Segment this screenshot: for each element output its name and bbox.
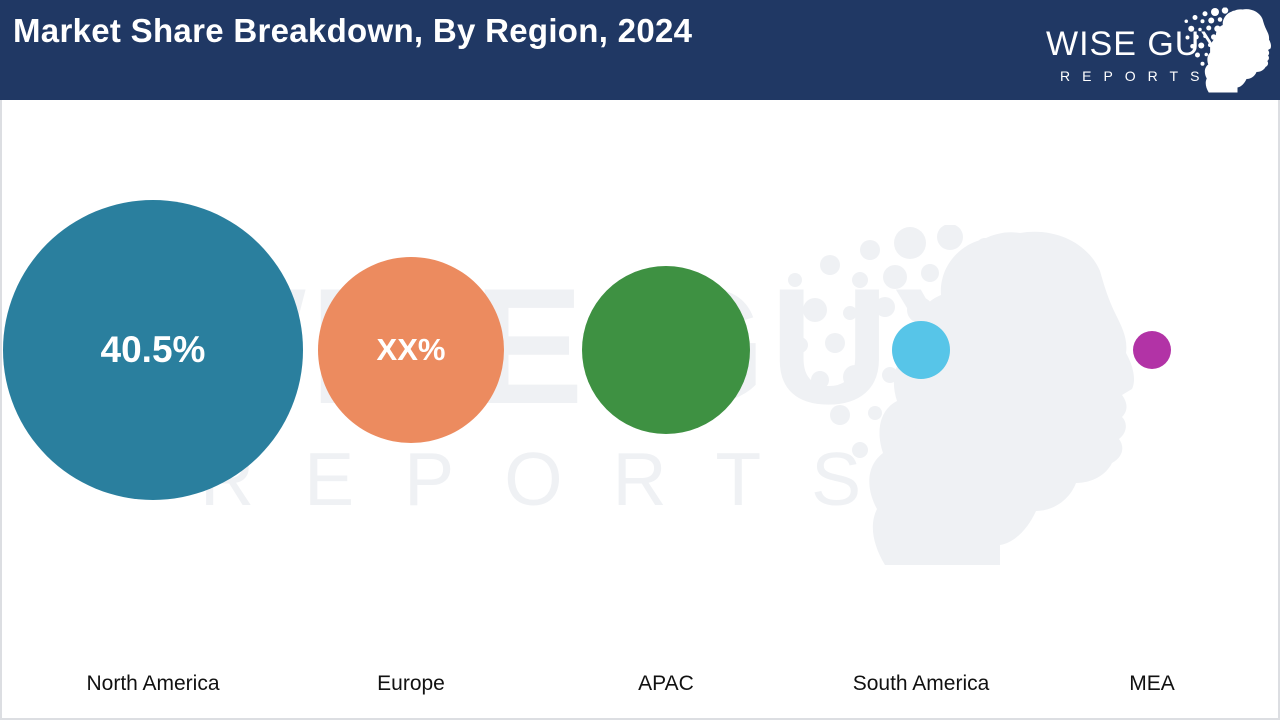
bubble-value-north-america: 40.5% (100, 329, 206, 370)
watermark-reports-text: REPORTS (200, 437, 912, 521)
bubble-europe: XX% (318, 257, 504, 443)
region-label-south-america: South America (852, 672, 990, 695)
bubble-north-america: 40.5% (3, 200, 303, 500)
region-label-north-america: North America (86, 672, 220, 695)
bubble-mea (1133, 331, 1171, 369)
page-title: Market Share Breakdown, By Region, 2024 (13, 12, 693, 49)
logo-reports-text: REPORTS (1060, 68, 1212, 84)
logo-head-silhouette-icon (1180, 6, 1280, 94)
region-label-mea: MEA (1129, 672, 1175, 695)
watermark-head-silhouette-icon (770, 225, 1170, 565)
bubble-south-america (892, 321, 950, 379)
bubble-apac (582, 266, 750, 434)
header-bar: Market Share Breakdown, By Region, 2024 (0, 0, 1280, 100)
region-label-apac: APAC (638, 672, 694, 695)
logo-wordmark: WISE GUY (1046, 25, 1225, 63)
region-label-europe: Europe (377, 672, 445, 695)
bubble-value-europe: XX% (376, 332, 446, 367)
